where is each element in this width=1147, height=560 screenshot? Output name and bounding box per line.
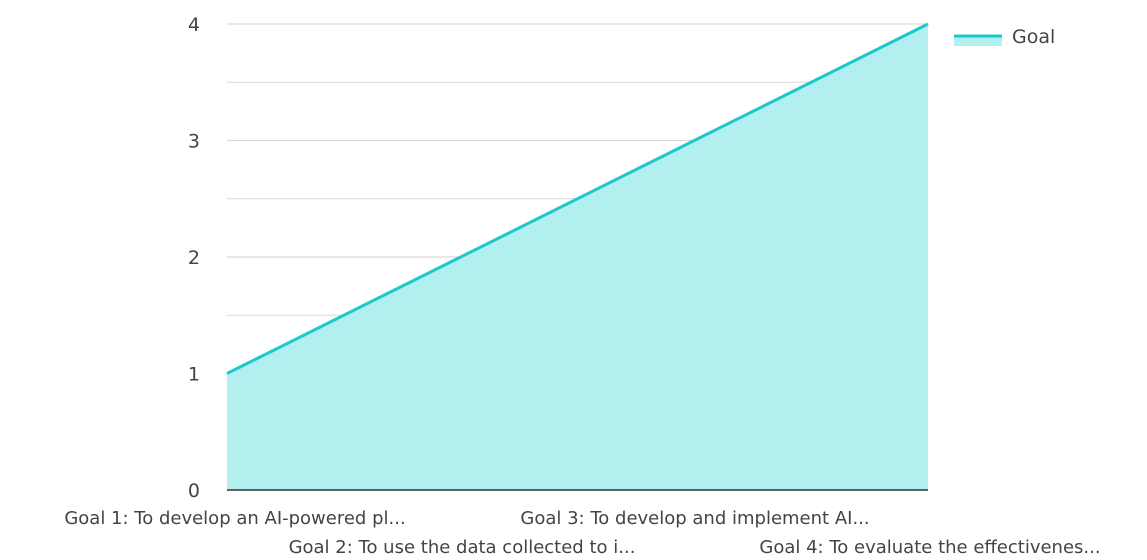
legend-swatch-goal — [954, 37, 1002, 46]
x-category-label-2: Goal 2: To use the data collected to i..… — [289, 537, 636, 558]
x-axis-labels: Goal 1: To develop an AI-powered pl... Go… — [64, 508, 1100, 558]
legend: Goal — [954, 26, 1055, 48]
y-tick-label: 2 — [188, 247, 200, 269]
y-axis-ticks: 0 1 2 3 4 — [188, 14, 200, 502]
x-category-label-4: Goal 4: To evaluate the effectivenes... — [759, 537, 1100, 558]
y-tick-label: 0 — [188, 480, 200, 502]
series-line-goal — [226, 22, 929, 375]
x-category-label-3: Goal 3: To develop and implement AI... — [520, 508, 869, 529]
y-tick-label: 1 — [188, 364, 200, 386]
y-tick-label: 4 — [188, 14, 200, 36]
area-fill-goal — [227, 24, 928, 490]
legend-label-goal: Goal — [1012, 26, 1055, 48]
x-category-label-1: Goal 1: To develop an AI-powered pl... — [64, 508, 405, 529]
y-tick-label: 3 — [188, 131, 200, 153]
area-layer — [226, 22, 929, 490]
